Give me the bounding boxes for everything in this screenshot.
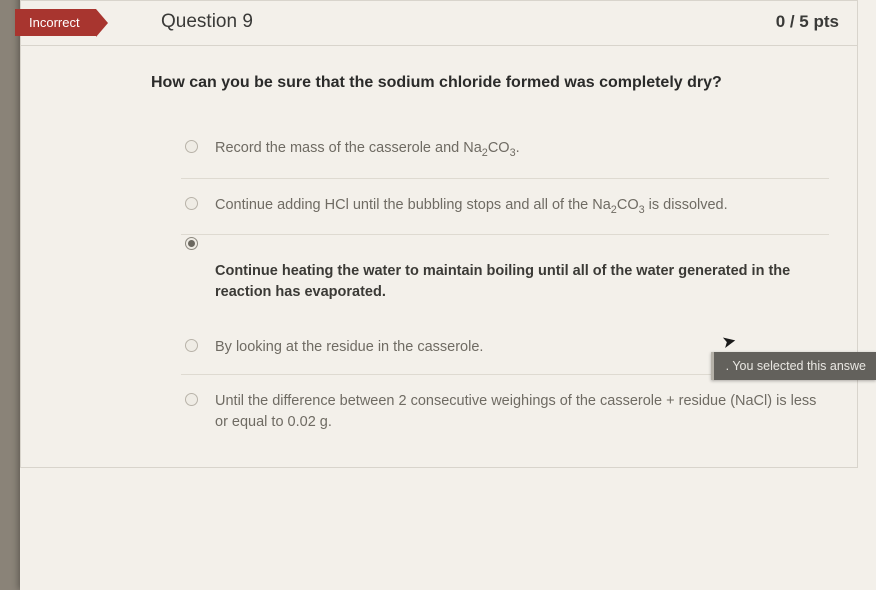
- question-card: Incorrect Question 9 0 / 5 pts How can y…: [20, 0, 858, 468]
- options-list: Record the mass of the casserole and Na2…: [181, 122, 829, 449]
- status-badge: Incorrect: [15, 9, 96, 36]
- selection-tooltip: . You selected this answe: [711, 352, 876, 380]
- question-header: Incorrect Question 9 0 / 5 pts: [21, 1, 857, 46]
- answer-text: Until the difference between 2 consecuti…: [215, 393, 816, 430]
- answer-text: By looking at the residue in the cassero…: [215, 339, 483, 355]
- radio-icon[interactable]: [185, 393, 198, 406]
- answer-option-1[interactable]: Continue adding HCl until the bubbling s…: [181, 178, 829, 235]
- points-label: 0 / 5 pts: [776, 12, 839, 32]
- answer-option-0[interactable]: Record the mass of the casserole and Na2…: [181, 122, 829, 178]
- question-title: Question 9: [161, 11, 253, 33]
- page-surface: Incorrect Question 9 0 / 5 pts How can y…: [20, 0, 876, 590]
- answer-text: Continue adding HCl until the bubbling s…: [215, 197, 728, 213]
- radio-icon[interactable]: [185, 237, 198, 250]
- question-prompt: How can you be sure that the sodium chlo…: [151, 74, 829, 92]
- answer-option-2[interactable]: Continue heating the water to maintain b…: [181, 234, 829, 321]
- status-label: Incorrect: [29, 15, 80, 30]
- answer-option-4[interactable]: Until the difference between 2 consecuti…: [181, 374, 829, 449]
- radio-icon[interactable]: [185, 140, 198, 153]
- radio-icon[interactable]: [185, 339, 198, 352]
- answer-text: Record the mass of the casserole and Na2…: [215, 140, 520, 156]
- radio-icon[interactable]: [185, 197, 198, 210]
- question-body: How can you be sure that the sodium chlo…: [21, 46, 857, 467]
- answer-text: Continue heating the water to maintain b…: [215, 263, 790, 300]
